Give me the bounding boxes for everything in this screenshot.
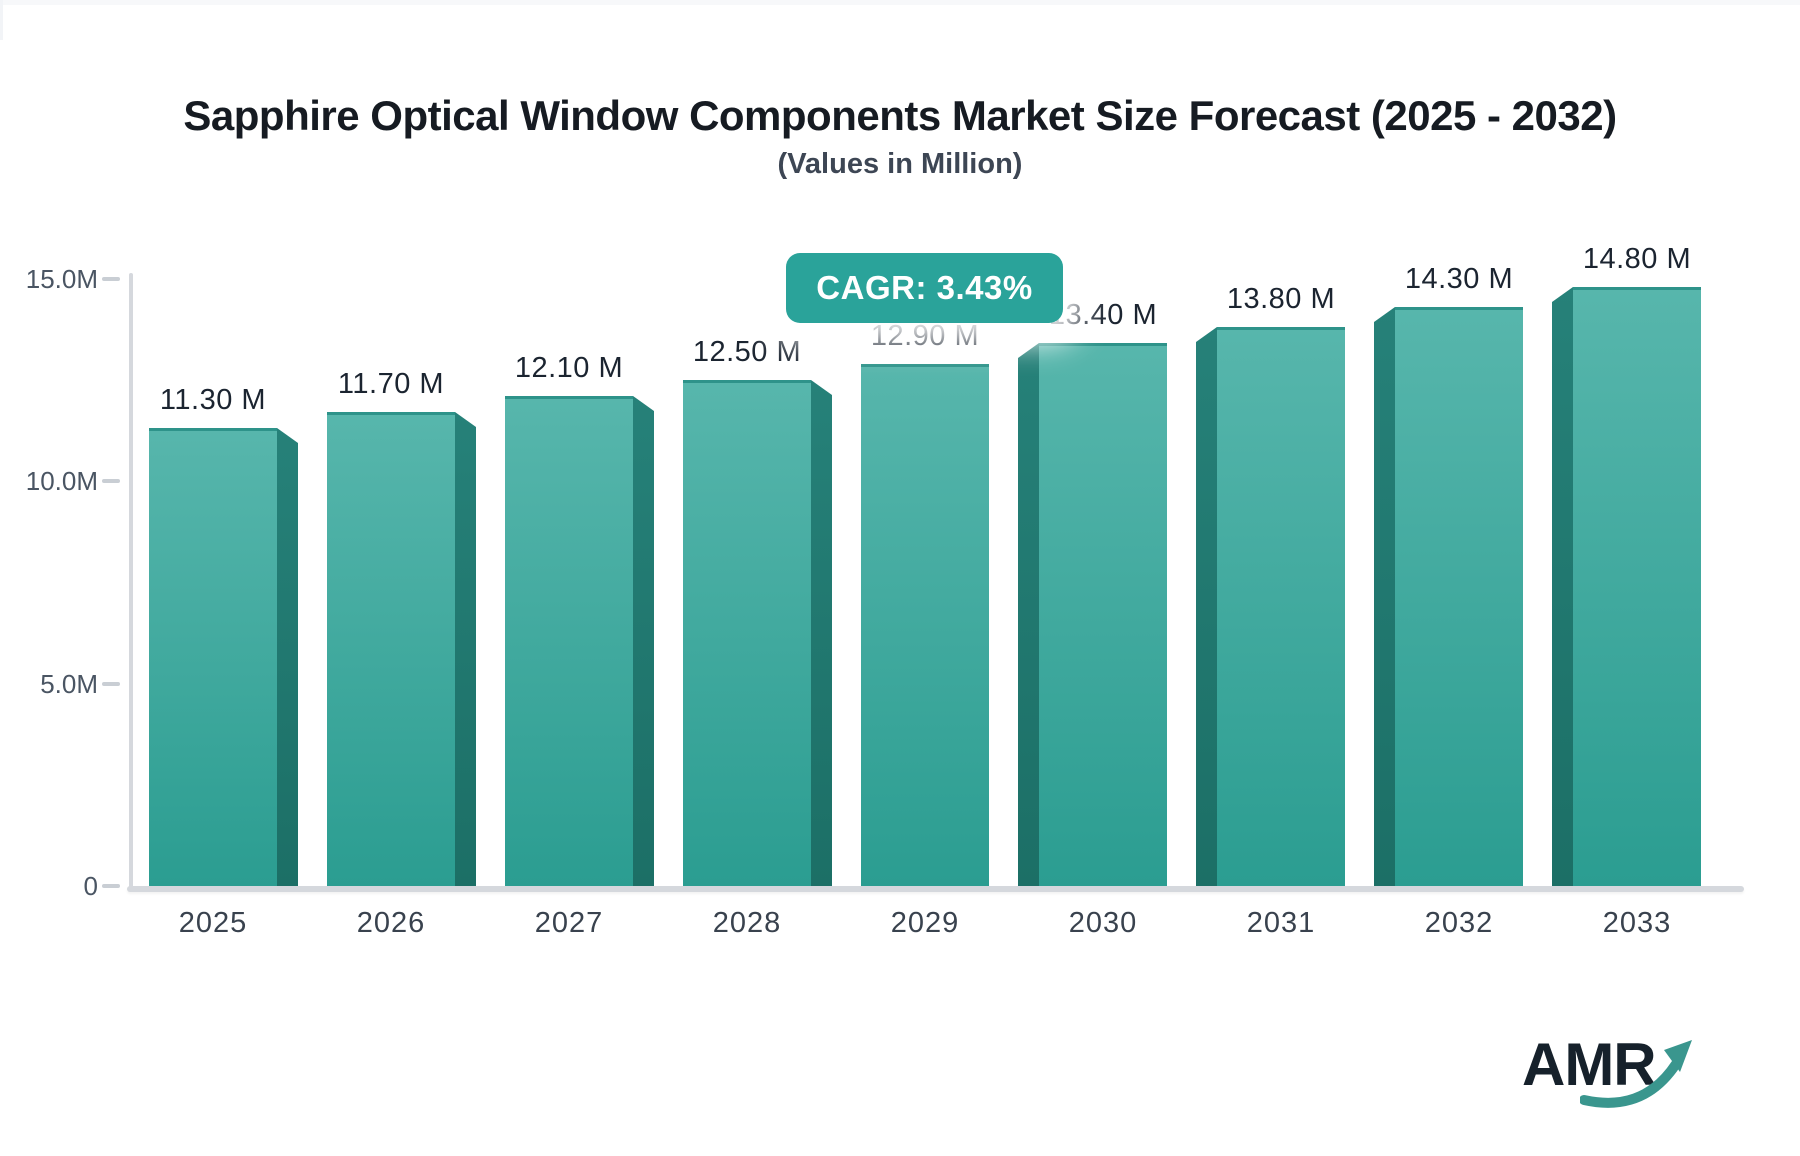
y-axis-line — [129, 272, 133, 888]
bar-value-label-2026: 11.70 M — [337, 368, 445, 400]
y-tick-0 — [102, 884, 120, 888]
x-axis-label-2030: 2030 — [1068, 907, 1138, 939]
x-axis-label-2032: 2032 — [1424, 907, 1494, 939]
bar-value-label-2033: 14.80 M — [1582, 243, 1692, 275]
x-axis-label-2029: 2029 — [890, 907, 960, 939]
bar-2027 — [505, 396, 633, 886]
bar-2030 — [1039, 343, 1167, 886]
bar-2029 — [861, 364, 989, 886]
y-tick-5.0M — [102, 681, 120, 686]
cagr-badge: CAGR: 3.43% — [786, 253, 1063, 323]
bar-value-label-2031: 13.80 M — [1226, 283, 1336, 315]
bar-value-label-2025: 11.30 M — [159, 384, 267, 416]
bar-value-label-2029: 12.90 M — [870, 320, 980, 352]
bar-side-face-2033 — [1552, 287, 1573, 886]
bar-side-face-2027 — [633, 396, 654, 886]
x-axis-label-2025: 2025 — [178, 907, 248, 939]
bar-2025 — [149, 428, 277, 886]
y-tick-10.0M — [102, 479, 120, 483]
bar-side-face-2028 — [811, 380, 832, 886]
x-axis-label-2031: 2031 — [1246, 907, 1316, 939]
bar-side-face-2026 — [455, 412, 476, 886]
cagr-badge-label: CAGR: 3.43% — [816, 269, 1033, 306]
bar-value-label-2032: 14.30 M — [1404, 263, 1514, 295]
y-tick-label-15.0M: 15.0M — [25, 263, 98, 294]
bar-value-label-2027: 12.10 M — [514, 352, 624, 384]
x-axis-label-2027: 2027 — [534, 907, 604, 939]
page-left-border — [0, 0, 3, 40]
bar-value-label-2028: 12.50 M — [692, 336, 802, 368]
x-axis-label-2033: 2033 — [1602, 907, 1672, 939]
bar-2033 — [1573, 287, 1701, 886]
bar-side-face-2031 — [1196, 327, 1217, 886]
x-axis-label-2026: 2026 — [356, 907, 426, 939]
amr-logo: AMR — [1522, 1030, 1722, 1120]
bar-side-face-2030 — [1018, 343, 1039, 886]
growth-arrow-icon — [1580, 1040, 1692, 1108]
chart-title: Sapphire Optical Window Components Marke… — [183, 92, 1617, 139]
y-tick-label-5.0M: 5.0M — [40, 668, 98, 699]
x-axis-line — [127, 886, 1744, 892]
y-tick-label-0: 0 — [83, 871, 98, 901]
chart-subtitle: (Values in Million) — [777, 148, 1023, 180]
bar-side-face-2025 — [277, 428, 298, 886]
bar-2032 — [1395, 307, 1523, 886]
x-axis-label-2028: 2028 — [712, 907, 782, 939]
y-tick-15.0M — [102, 276, 120, 281]
bar-2028 — [683, 380, 811, 886]
amr-logo-text: AMR — [1522, 1031, 1657, 1098]
bar-2026 — [327, 412, 455, 886]
page-top-border — [0, 0, 1800, 5]
y-tick-label-10.0M: 10.0M — [25, 466, 98, 496]
bar-value-label-2030: 13.40 M — [1048, 299, 1158, 331]
bar-2031 — [1217, 327, 1345, 886]
bar-side-face-2032 — [1374, 307, 1395, 886]
